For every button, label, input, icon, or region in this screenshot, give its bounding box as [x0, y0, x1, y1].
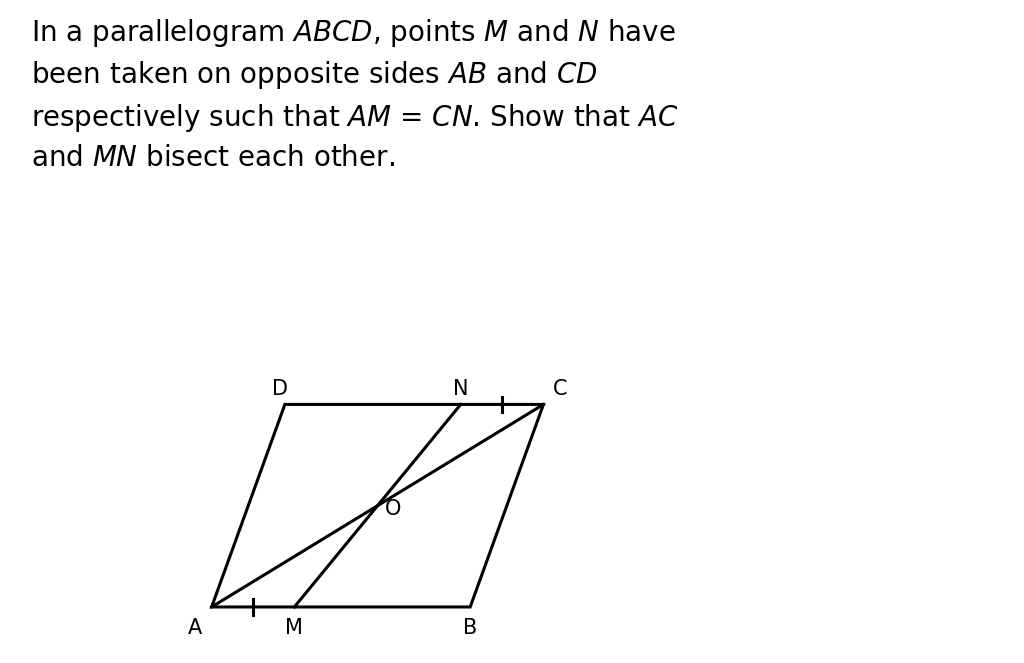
Text: N: N — [453, 379, 468, 399]
Text: O: O — [385, 499, 401, 519]
Text: M: M — [286, 618, 303, 638]
Text: D: D — [272, 379, 288, 399]
Text: In a parallelogram $ABCD$, points $M$ and $N$ have
been taken on opposite sides : In a parallelogram $ABCD$, points $M$ an… — [31, 17, 678, 172]
Text: A: A — [187, 618, 202, 638]
Text: C: C — [553, 379, 567, 399]
Text: B: B — [463, 618, 477, 638]
